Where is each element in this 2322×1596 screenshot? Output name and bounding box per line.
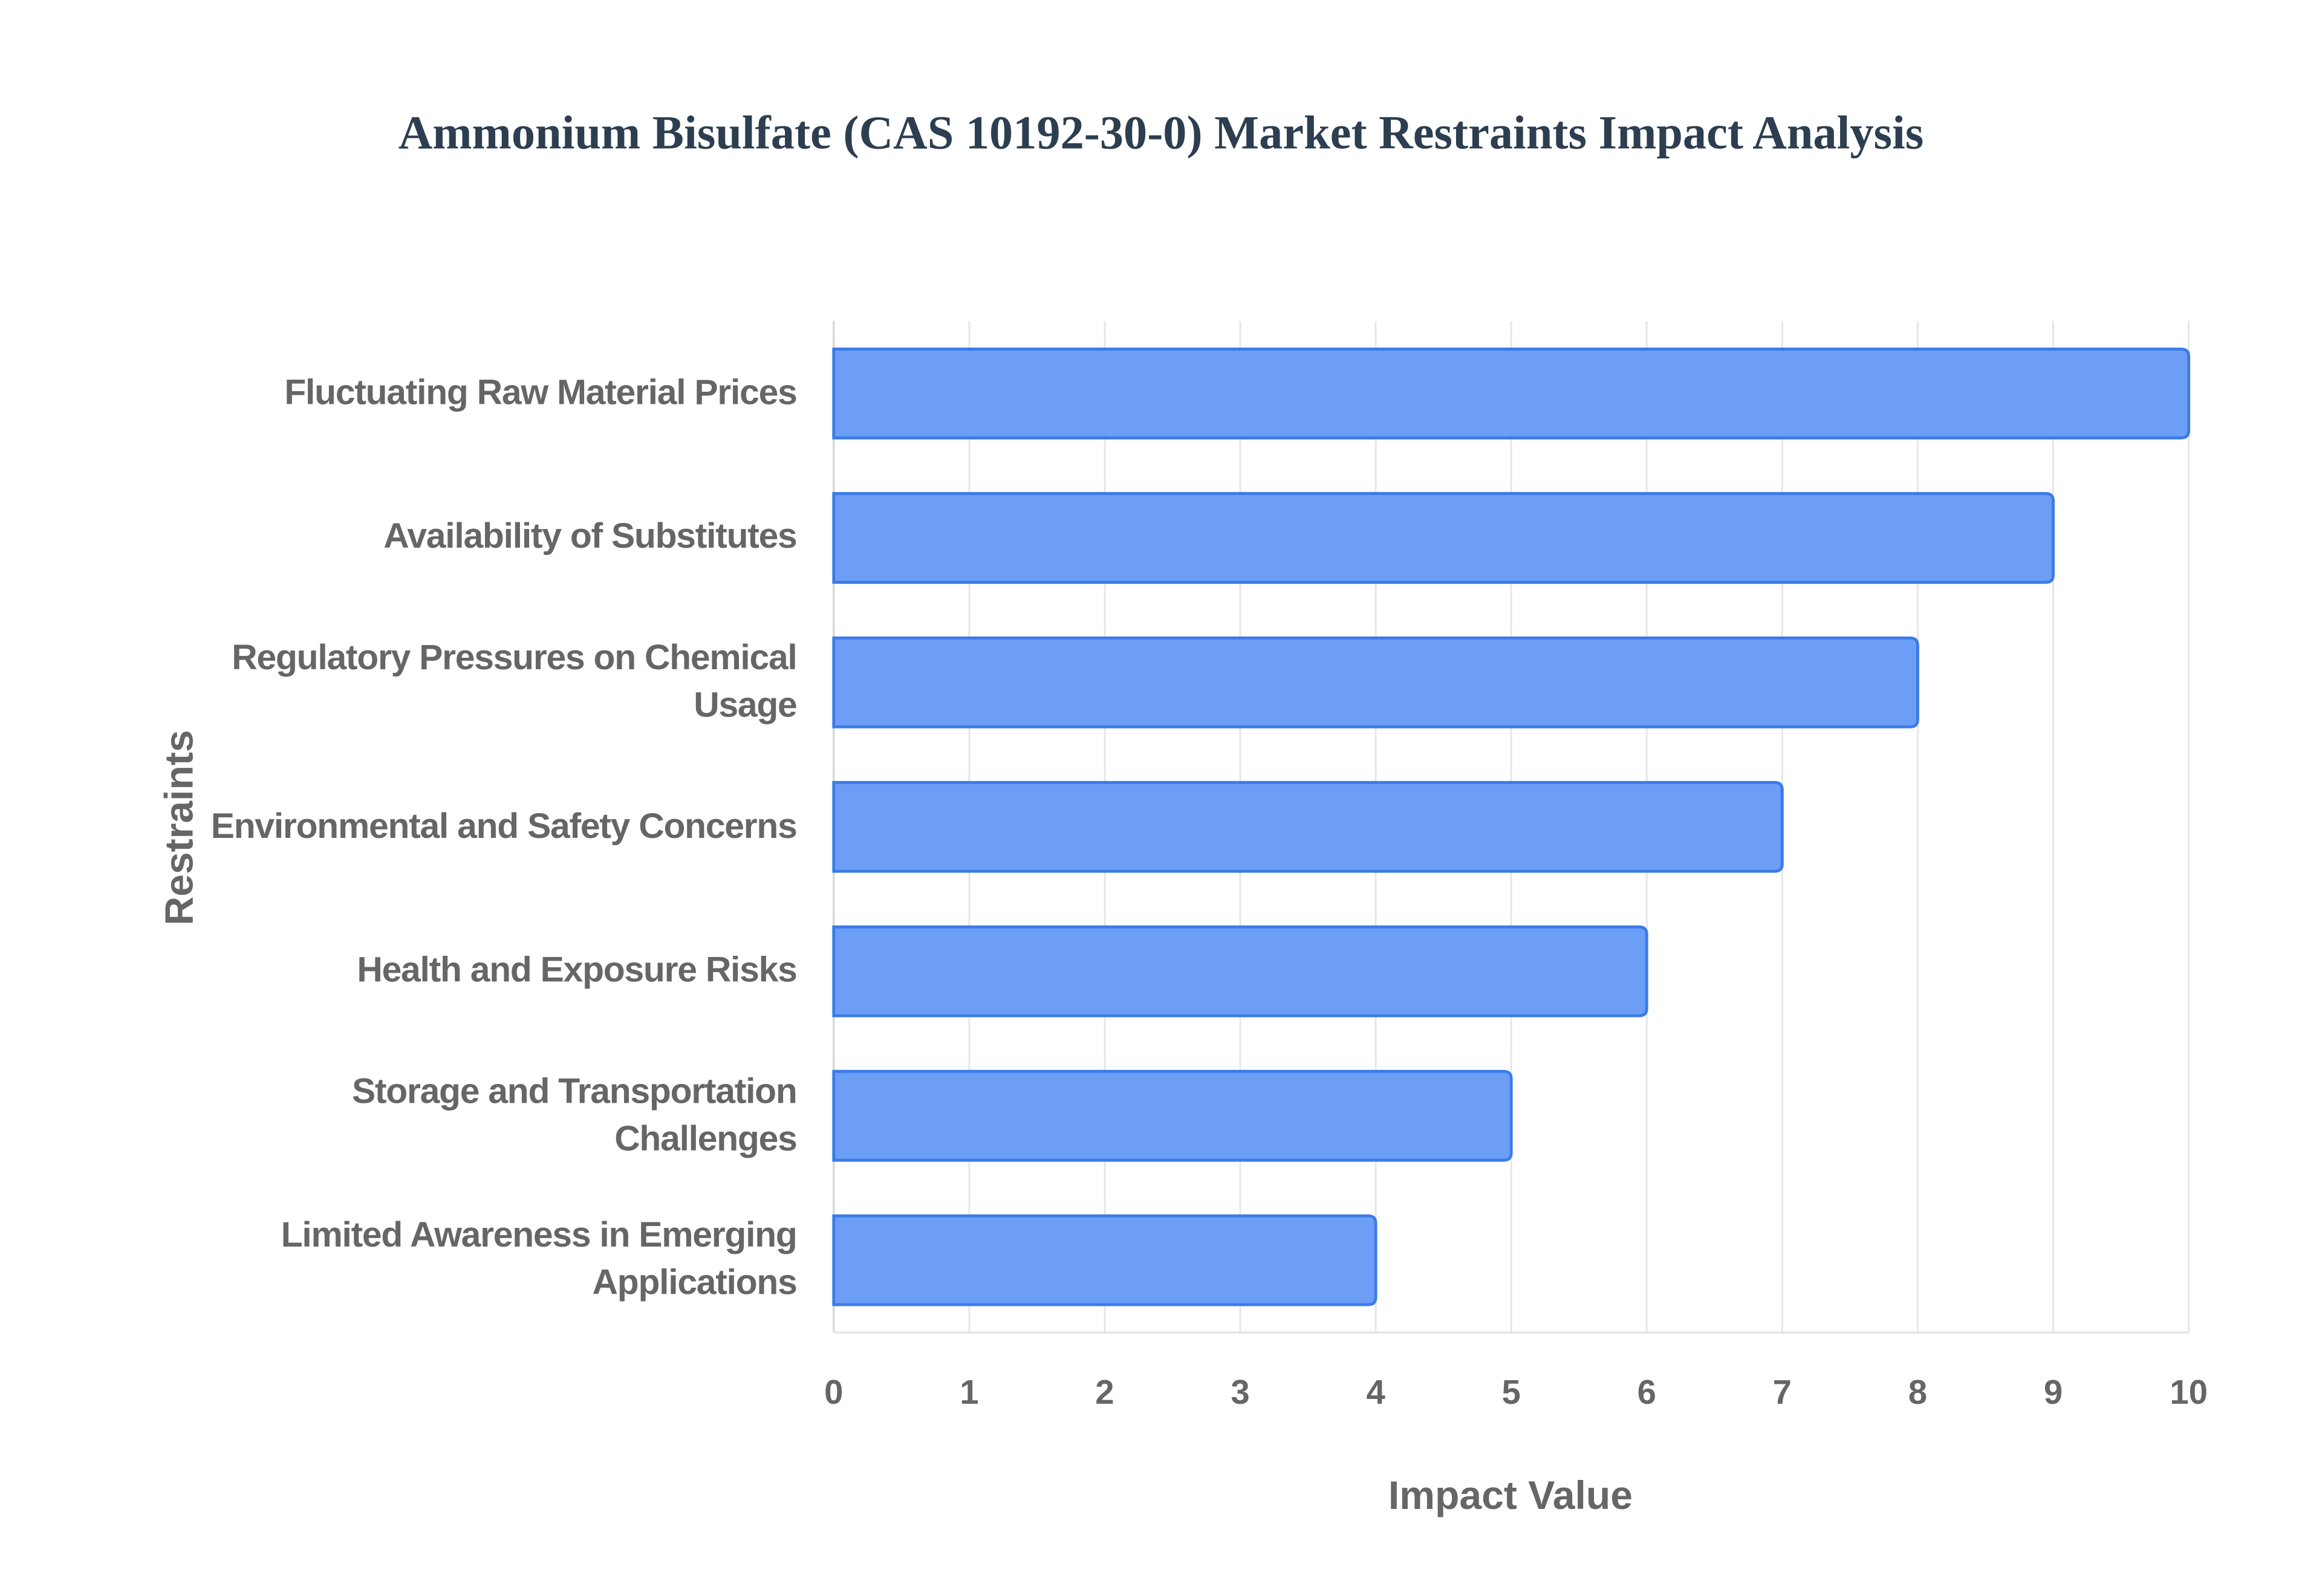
x-tick-label: 7 <box>1773 1373 1792 1411</box>
x-tick-label: 1 <box>960 1373 978 1411</box>
bar <box>832 636 1919 728</box>
bar <box>832 780 1784 873</box>
y-tick-label: Availability of Substitutes <box>383 517 797 557</box>
bar <box>832 1069 1513 1162</box>
x-tick-label: 10 <box>2170 1373 2208 1411</box>
y-tick-label-box: Availability of Substitutes <box>383 517 797 557</box>
x-tick-label: 8 <box>1908 1373 1927 1411</box>
y-tick-label-box: Regulatory Pressures on Chemical Usage <box>232 638 797 725</box>
y-tick-label-box: Limited Awareness in Emerging Applicatio… <box>281 1216 797 1303</box>
x-tick-label: 4 <box>1366 1373 1385 1411</box>
bar <box>832 491 2055 584</box>
y-axis-title: Restraints <box>157 730 202 925</box>
y-tick-label: Health and Exposure Risks <box>357 950 797 991</box>
x-tick-label: 5 <box>1502 1373 1521 1411</box>
bar <box>832 347 2191 440</box>
y-tick-label: Limited Awareness in Emerging Applicatio… <box>281 1216 797 1303</box>
bar <box>832 925 1648 1017</box>
y-tick-label-box: Environmental and Safety Concerns <box>210 806 797 846</box>
chart-title: Ammonium Bisulfate (CAS 10192-30-0) Mark… <box>398 106 1924 159</box>
y-tick-label-box: Health and Exposure Risks <box>357 950 797 991</box>
x-tick-label: 9 <box>2044 1373 2063 1411</box>
x-axis-title: Impact Value <box>1388 1473 1633 1518</box>
x-tick-label: 0 <box>824 1373 843 1411</box>
x-tick-label: 2 <box>1095 1373 1114 1411</box>
y-tick-label-box: Fluctuating Raw Material Prices <box>284 372 797 413</box>
bar <box>832 1214 1377 1306</box>
y-tick-label-box: Storage and Transportation Challenges <box>351 1071 797 1159</box>
y-tick-label: Regulatory Pressures on Chemical Usage <box>232 638 797 725</box>
x-tick-label: 6 <box>1637 1373 1656 1411</box>
y-tick-label: Environmental and Safety Concerns <box>210 806 797 846</box>
x-tick-label: 3 <box>1231 1373 1249 1411</box>
y-tick-label: Fluctuating Raw Material Prices <box>284 372 797 413</box>
y-tick-label: Storage and Transportation Challenges <box>351 1071 797 1159</box>
